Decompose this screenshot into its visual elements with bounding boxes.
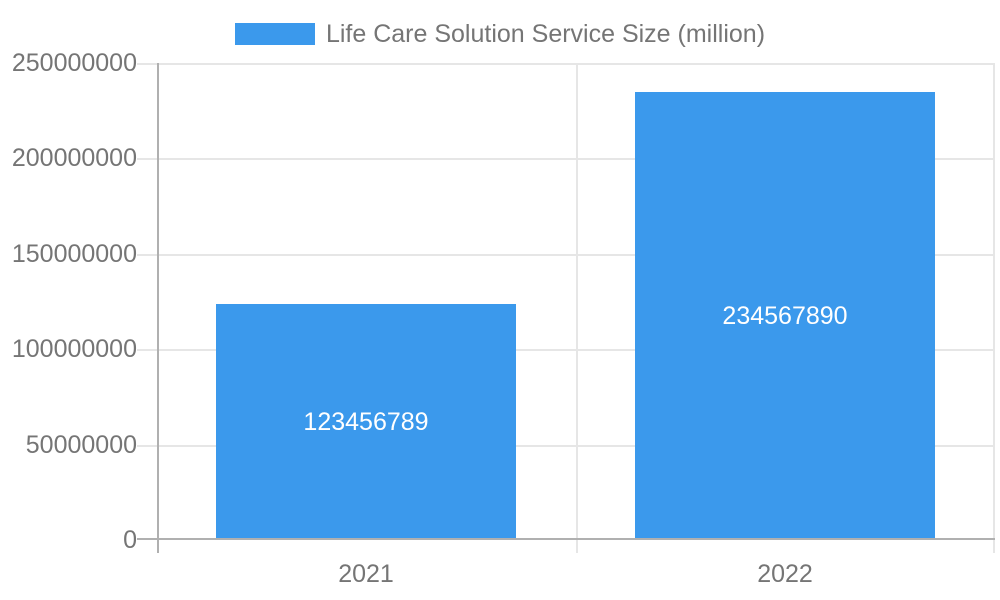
gridline-200000000 (137, 158, 995, 161)
gridline-100000000 (137, 349, 995, 352)
bar-value-label: 234567890 (722, 301, 848, 330)
gridline-150000000 (137, 253, 995, 256)
y-tick-label: 150000000 (11, 240, 137, 268)
y-tick-label: 50000000 (25, 431, 137, 459)
legend-swatch (234, 23, 315, 45)
plot-area: 123456789 234567890 (137, 63, 995, 553)
legend: Life Care Solution Service Size (million… (0, 20, 1000, 48)
y-tick-label: 200000000 (11, 144, 137, 172)
plot-right-border-line (993, 63, 995, 553)
y-tick-label: 0 (123, 526, 137, 554)
y-tick-label: 100000000 (11, 335, 137, 363)
x-tick-label: 2021 (338, 560, 394, 588)
legend-label: Life Care Solution Service Size (million… (325, 19, 766, 48)
x-tick-label: 2022 (757, 560, 813, 588)
bar-2021: 123456789 (216, 304, 516, 540)
x-axis-baseline (137, 538, 995, 540)
gridline-50000000 (137, 444, 995, 447)
category-separator-line (576, 63, 578, 553)
y-tick-label: 250000000 (11, 49, 137, 77)
y-axis-line (157, 63, 159, 553)
gridline-250000000 (137, 63, 995, 65)
bar-value-label: 123456789 (303, 407, 429, 436)
bar-2022: 234567890 (635, 92, 935, 540)
